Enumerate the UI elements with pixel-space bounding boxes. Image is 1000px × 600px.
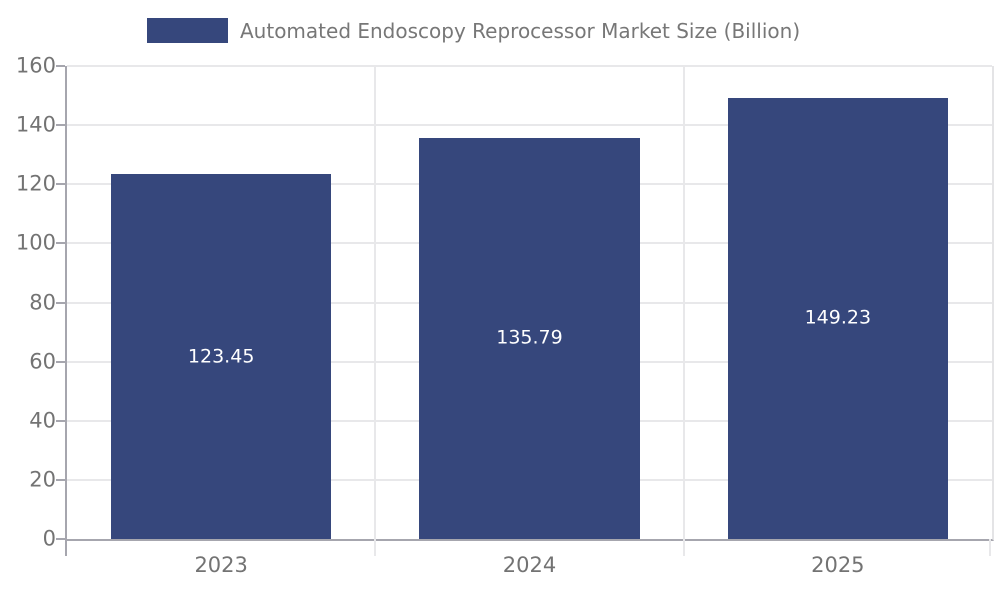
y-tick-label: 100 <box>15 230 56 255</box>
y-tick <box>56 124 65 127</box>
bar: 149.23 <box>727 97 949 539</box>
y-gridline <box>67 124 992 127</box>
x-gridline <box>682 66 685 539</box>
legend-label: Automated Endoscopy Reprocessor Market S… <box>240 18 801 43</box>
x-tick-label: 2023 <box>194 553 248 577</box>
x-tick <box>65 539 67 556</box>
bar: 123.45 <box>110 174 332 539</box>
x-tick <box>682 539 685 556</box>
y-tick <box>56 301 65 304</box>
bar-value-label: 135.79 <box>496 326 563 349</box>
y-tick <box>56 478 65 481</box>
legend-swatch <box>147 18 228 43</box>
y-tick-label: 120 <box>15 171 56 196</box>
x-tick-label: 2025 <box>811 553 865 577</box>
y-tick <box>56 419 65 422</box>
legend: Automated Endoscopy Reprocessor Market S… <box>147 18 800 43</box>
y-tick <box>56 183 65 186</box>
y-tick-label: 140 <box>15 112 56 137</box>
y-tick-label: 20 <box>29 467 56 492</box>
x-tick <box>374 539 377 556</box>
y-tick-label: 80 <box>29 290 56 314</box>
y-tick-label: 40 <box>29 408 56 433</box>
y-gridline <box>67 65 992 67</box>
x-tick <box>989 539 991 556</box>
bar-value-label: 149.23 <box>804 306 872 329</box>
y-tick-label: 60 <box>29 349 56 374</box>
y-tick <box>56 538 65 540</box>
x-gridline <box>374 66 377 539</box>
bar: 135.79 <box>419 137 640 539</box>
y-tick <box>56 65 65 67</box>
plot-area: 0 20 40 60 80 100 120 140 160 123.45 2023 135.79 202… <box>16 55 994 576</box>
y-tick <box>56 360 65 363</box>
y-tick <box>56 242 65 245</box>
y-tick-label: 160 <box>15 53 56 78</box>
bar-value-label: 123.45 <box>187 345 255 368</box>
x-tick-label: 2024 <box>502 553 557 577</box>
y-tick-label: 0 <box>42 526 56 551</box>
